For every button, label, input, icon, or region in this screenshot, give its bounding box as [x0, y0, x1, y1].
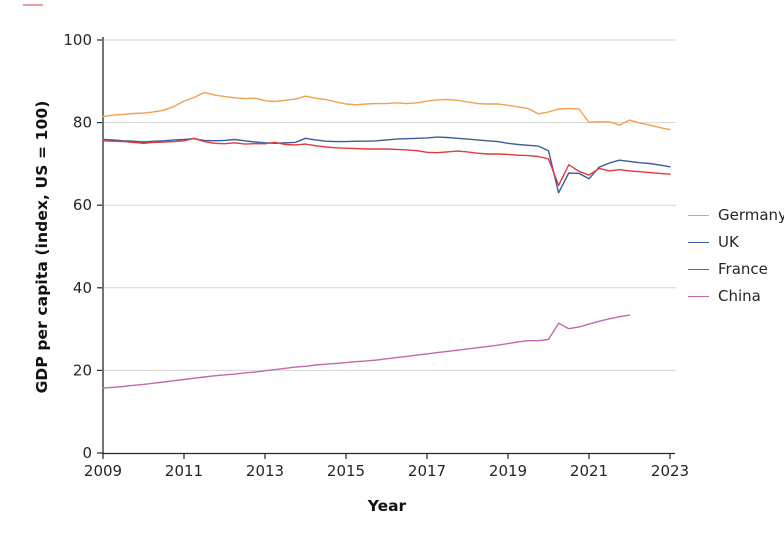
legend-swatch-germany — [688, 215, 709, 216]
y-tick-label-20: 20 — [73, 361, 92, 379]
gridlines — [103, 39, 676, 371]
x-axis-title: Year — [367, 497, 407, 515]
x-tick-label-2023: 2023 — [651, 462, 689, 480]
y-tick-label-80: 80 — [73, 114, 92, 132]
legend-item-germany: Germany — [688, 206, 784, 225]
x-tick-label-2017: 2017 — [408, 462, 446, 480]
series-line-uk — [102, 136, 671, 194]
legend-label-germany: Germany — [718, 206, 784, 224]
x-tick-label-2015: 2015 — [327, 462, 365, 480]
legend-item-france: France — [688, 260, 784, 279]
legend-label-france: France — [718, 260, 768, 278]
x-tick-label-2011: 2011 — [165, 462, 203, 480]
series-line-france — [102, 137, 671, 187]
legend-label-china: China — [718, 287, 761, 305]
x-tick-label-2021: 2021 — [570, 462, 608, 480]
legend-item-china: China — [688, 287, 784, 306]
x-tick-label-2019: 2019 — [489, 462, 527, 480]
y-tick-label-60: 60 — [73, 196, 92, 214]
legend-item-uk: UK — [688, 233, 784, 252]
legend-label-uk: UK — [718, 233, 739, 251]
top-left-red-mark — [23, 4, 43, 6]
legend-swatch-france — [688, 269, 709, 270]
y-tick-label-40: 40 — [73, 279, 92, 297]
legend-swatch-china — [688, 296, 709, 297]
series-line-china — [102, 314, 631, 389]
series-line-germany — [102, 91, 671, 131]
axes — [102, 37, 675, 455]
tick-labels: 2009 2011 2013 2015 2017 2019 2021 2023 0 20 40 60 8… — [63, 31, 689, 480]
y-tick-label-100: 100 — [63, 31, 92, 49]
x-tick-label-2013: 2013 — [246, 462, 284, 480]
legend: Germany UK France China — [688, 206, 784, 306]
y-axis-title: GDP per capita (index, US = 100) — [33, 100, 51, 394]
y-tick-label-0: 0 — [82, 444, 92, 462]
tick-marks — [97, 39, 671, 459]
x-tick-label-2009: 2009 — [84, 462, 122, 480]
legend-swatch-uk — [688, 242, 709, 243]
